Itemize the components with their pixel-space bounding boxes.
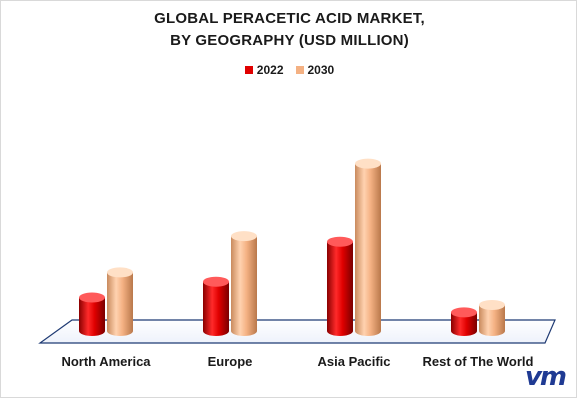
x-tick-label-asia-pacific: Asia Pacific [318, 354, 391, 369]
bar-2022-north-america [79, 292, 105, 336]
bar-2030-europe [231, 231, 257, 336]
x-tick-label-north-america: North America [61, 354, 151, 369]
legend-swatch-2030 [295, 66, 304, 74]
bar-2030-asia-pacific [355, 158, 381, 336]
chart-subtitle: BY GEOGRAPHY (USD MILLION) [170, 32, 409, 49]
x-tick-label-rest-of-the-world: Rest of The World [423, 354, 534, 369]
bar-2022-europe [203, 276, 229, 336]
bar-2030-north-america [107, 267, 133, 336]
x-tick-label-europe: Europe [208, 354, 253, 369]
legend-item-2022: 2022 [244, 63, 284, 77]
brand-logo: vm [524, 362, 567, 392]
bar-2022-asia-pacific [327, 236, 353, 336]
chart-floor [38, 319, 556, 344]
bar-2030-rest-of-the-world [479, 299, 505, 336]
legend-swatch-2022 [244, 66, 253, 74]
chart-title: GLOBAL PERACETIC ACID MARKET, [154, 10, 425, 27]
legend-label-2030: 2030 [307, 63, 335, 77]
legend-item-2030: 2030 [295, 63, 335, 77]
chart-legend: 2022 2030 [0, 63, 579, 77]
bar-2022-rest-of-the-world [451, 307, 477, 336]
legend-label-2022: 2022 [256, 63, 284, 77]
